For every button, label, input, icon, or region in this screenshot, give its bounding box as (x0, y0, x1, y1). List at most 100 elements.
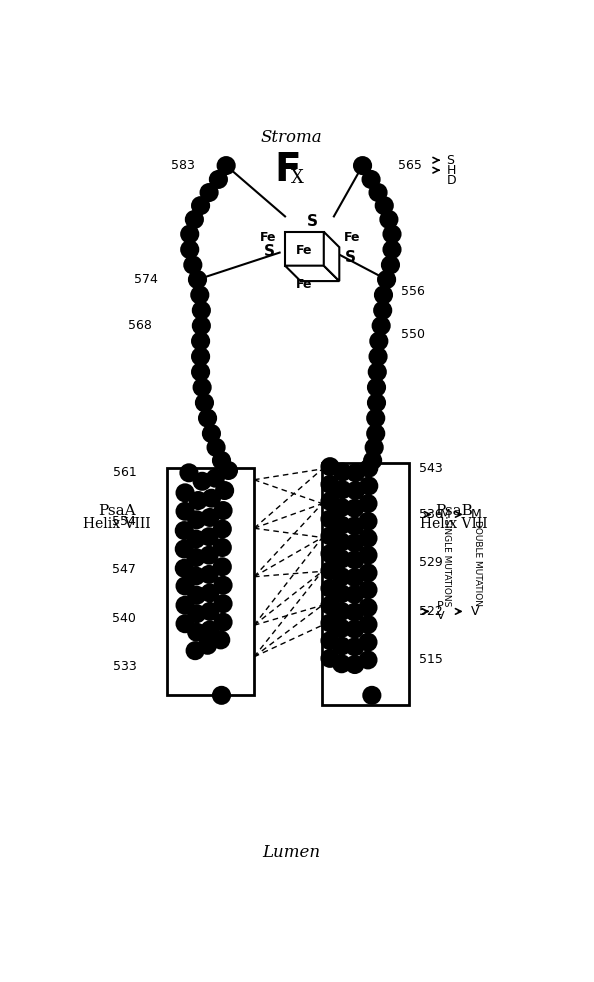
Circle shape (333, 637, 350, 655)
Circle shape (347, 482, 364, 499)
Text: F: F (378, 321, 384, 330)
Circle shape (207, 469, 224, 487)
Text: 568: 568 (128, 319, 151, 332)
Text: S: S (446, 154, 454, 167)
Circle shape (217, 157, 235, 174)
Circle shape (187, 549, 204, 566)
Circle shape (176, 503, 194, 519)
Text: 554: 554 (112, 515, 136, 527)
Circle shape (181, 241, 198, 258)
Circle shape (194, 379, 211, 396)
Circle shape (212, 631, 229, 648)
Circle shape (360, 477, 377, 494)
Circle shape (192, 363, 209, 380)
Bar (168, 468, 254, 695)
Circle shape (366, 439, 383, 456)
Circle shape (192, 197, 209, 214)
Circle shape (181, 226, 198, 243)
Text: $\mathbf{F}$: $\mathbf{F}$ (274, 151, 299, 189)
Text: H: H (446, 164, 456, 177)
Text: Fe: Fe (296, 244, 312, 256)
Text: 561: 561 (112, 466, 136, 479)
Circle shape (346, 586, 364, 603)
Circle shape (321, 511, 339, 527)
Polygon shape (285, 232, 324, 266)
Circle shape (189, 271, 206, 288)
Text: 556: 556 (402, 285, 425, 298)
Circle shape (347, 464, 364, 481)
Text: S: S (345, 250, 356, 265)
Text: L: L (327, 497, 333, 506)
Circle shape (354, 157, 371, 174)
Circle shape (334, 464, 351, 480)
Text: DOUBLE MUTATION: DOUBLE MUTATION (473, 519, 482, 606)
Text: P: P (437, 601, 444, 611)
Circle shape (380, 211, 397, 228)
Circle shape (187, 642, 204, 659)
Circle shape (382, 256, 399, 273)
Circle shape (201, 566, 217, 583)
Circle shape (214, 559, 231, 575)
Circle shape (372, 317, 390, 334)
Circle shape (369, 363, 386, 380)
Text: 574: 574 (134, 273, 158, 286)
Circle shape (220, 462, 237, 479)
Circle shape (346, 534, 364, 551)
Circle shape (188, 512, 205, 528)
Text: V: V (471, 605, 479, 618)
Circle shape (193, 317, 210, 334)
Circle shape (321, 493, 339, 510)
Circle shape (333, 569, 350, 585)
Text: V: V (437, 611, 444, 621)
Circle shape (321, 545, 339, 562)
Circle shape (188, 624, 205, 640)
Circle shape (359, 513, 377, 530)
Text: L: L (327, 531, 333, 540)
Text: 515: 515 (419, 653, 443, 667)
Circle shape (359, 581, 377, 598)
Circle shape (203, 425, 220, 442)
Circle shape (375, 287, 392, 303)
Circle shape (192, 333, 209, 350)
Circle shape (346, 621, 364, 637)
Circle shape (321, 459, 339, 475)
Text: S: S (307, 213, 318, 229)
Circle shape (321, 579, 339, 597)
Circle shape (333, 551, 350, 568)
Circle shape (359, 616, 377, 633)
Polygon shape (285, 266, 339, 281)
Circle shape (368, 379, 385, 396)
Circle shape (176, 577, 194, 594)
Circle shape (321, 650, 339, 667)
Circle shape (359, 651, 377, 669)
Circle shape (378, 271, 395, 288)
Circle shape (368, 394, 385, 411)
Text: Stroma: Stroma (260, 130, 322, 146)
Text: PsaA: PsaA (98, 504, 135, 518)
Text: M: M (191, 646, 200, 655)
Circle shape (346, 551, 364, 569)
Text: L: L (327, 566, 333, 575)
Circle shape (176, 616, 194, 632)
Circle shape (367, 425, 384, 442)
Text: 522: 522 (419, 605, 443, 618)
Circle shape (359, 565, 377, 581)
Circle shape (176, 522, 193, 539)
Circle shape (181, 464, 197, 481)
Circle shape (201, 184, 217, 201)
Circle shape (201, 547, 217, 564)
Circle shape (216, 482, 233, 499)
Circle shape (199, 636, 216, 654)
Circle shape (203, 490, 220, 507)
Circle shape (187, 568, 204, 584)
Circle shape (369, 184, 387, 201)
Circle shape (346, 604, 364, 621)
Circle shape (364, 452, 381, 469)
Circle shape (346, 569, 364, 586)
Text: 540: 540 (112, 612, 136, 625)
Circle shape (333, 603, 350, 620)
Circle shape (192, 348, 209, 365)
Circle shape (333, 655, 350, 673)
Circle shape (214, 502, 232, 519)
Text: Lumen: Lumen (262, 844, 320, 861)
